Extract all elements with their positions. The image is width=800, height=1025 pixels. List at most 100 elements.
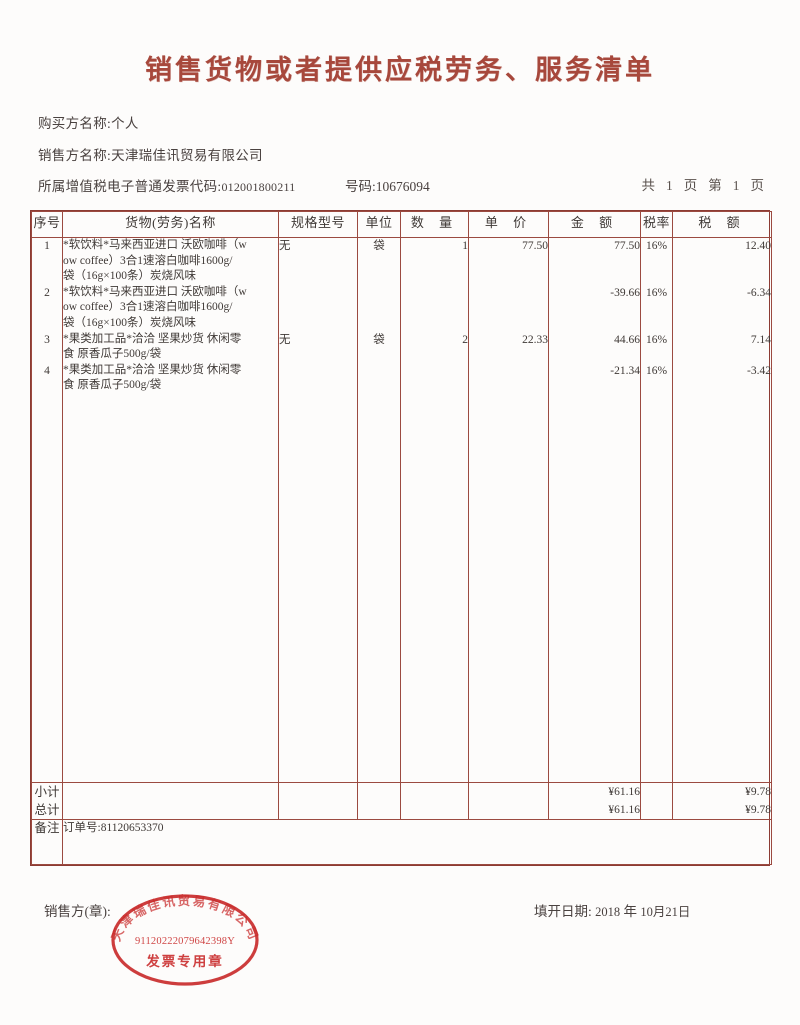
page-total-label: 共: [641, 178, 656, 193]
invoice-number-label: 号码:: [345, 179, 376, 194]
buyer-label: 购买方名称:: [38, 116, 112, 131]
table-totals: 小计 ¥61.16 ¥9.78 总计 ¥6: [31, 781, 772, 865]
row-rate: 16%: [640, 331, 673, 363]
filler-tax: [672, 393, 772, 783]
filler-name: [62, 393, 279, 783]
col-header-spec: 规格型号: [278, 211, 358, 238]
filler-no: [31, 393, 63, 783]
invoice-code-line: 所属增值税电子普通发票代码:012001800211: [38, 175, 295, 195]
row-unit: 袋: [357, 236, 401, 285]
filler-unit: [357, 393, 401, 783]
seller-label: 销售方名称:: [38, 148, 112, 163]
row-name-line: *软饮料*马来西亚进口 沃欧咖啡（w: [63, 239, 247, 251]
remark-row: 备注 订单号:81120653370: [31, 818, 772, 865]
subtotal-tax: ¥9.78: [672, 781, 772, 801]
total-label: 总计: [31, 800, 63, 820]
invoice-number-line: 号码:10676094: [345, 175, 430, 195]
seller-name: 天津瑞佳讯贸易有限公司: [111, 148, 263, 163]
line-items-table: 序号 货物(劳务)名称 规格型号 单位 数 量 单 价 金 额 税率 税 额 1…: [30, 210, 772, 866]
row-unit: [357, 284, 401, 332]
row-amount: 77.50: [548, 236, 641, 285]
row-tax: 7.14: [672, 331, 772, 363]
col-header-qty: 数 量: [400, 211, 469, 238]
row-name-line: 食 原香瓜子500g/袋: [63, 348, 162, 361]
invoice-number-value: 10676094: [375, 179, 430, 194]
invoice-code-value: 012001800211: [221, 180, 296, 194]
total-amount: ¥61.16: [548, 800, 641, 820]
row-amount: 44.66: [548, 331, 641, 363]
row-tax: 12.40: [672, 236, 772, 285]
remark-label: 备注: [31, 818, 63, 865]
total-blank-unit: [357, 800, 401, 820]
page-current-value: 1: [732, 178, 741, 193]
seal-tax-id: 91120222079642398Y: [135, 936, 235, 947]
row-qty: [400, 362, 469, 394]
col-header-price: 单 价: [468, 211, 549, 238]
issue-date-month-day: 10月21日: [640, 905, 691, 919]
issue-date-label: 填开日期:: [534, 904, 592, 919]
subtotal-amount: ¥61.16: [548, 781, 641, 801]
row-name-line: *果类加工品*洽洽 坚果炒货 休闲零: [63, 332, 242, 345]
col-header-no: 序号: [31, 211, 63, 238]
row-rate: 16%: [640, 362, 673, 394]
row-no: 3: [31, 331, 63, 363]
filler-price: [468, 393, 549, 783]
table-row: 4 *果类加工品*洽洽 坚果炒货 休闲零 食 原香瓜子500g/袋 -21.34…: [31, 362, 772, 394]
invoice-code-label: 所属增值税电子普通发票代码:: [38, 179, 222, 194]
row-no: 2: [31, 284, 63, 332]
row-name-line: 食 原香瓜子500g/袋: [63, 379, 162, 392]
table-header-row: 序号 货物(劳务)名称 规格型号 单位 数 量 单 价 金 额 税率 税 额: [31, 211, 772, 238]
issue-date: 填开日期: 2018 年 10月21日: [534, 900, 690, 920]
table-row: 1 *软饮料*马来西亚进口 沃欧咖啡（w ow coffee）3合1速溶白咖啡1…: [31, 236, 772, 285]
subtotal-blank-price: [468, 781, 549, 801]
row-name: *果类加工品*洽洽 坚果炒货 休闲零 食 原香瓜子500g/袋: [62, 331, 279, 363]
table-body: 1 *软饮料*马来西亚进口 沃欧咖啡（w ow coffee）3合1速溶白咖啡1…: [31, 236, 772, 783]
issue-date-year-unit: 年: [623, 904, 638, 919]
row-price: 77.50: [468, 236, 549, 285]
table-row: 3 *果类加工品*洽洽 坚果炒货 休闲零 食 原香瓜子500g/袋 无 袋 2 …: [31, 331, 772, 363]
row-price: [468, 362, 549, 394]
row-name: *软饮料*马来西亚进口 沃欧咖啡（w ow coffee）3合1速溶白咖啡160…: [62, 236, 279, 285]
buyer-name: 个人: [111, 116, 139, 131]
row-amount: -21.34: [548, 362, 641, 394]
row-name-line: *软饮料*马来西亚进口 沃欧咖啡（w: [63, 285, 247, 298]
row-rate: 16%: [640, 236, 673, 285]
company-seal: 天津瑞佳讯贸易有限公司 91120222079642398Y 发票专用章: [104, 893, 266, 987]
table-row: 2 *软饮料*马来西亚进口 沃欧咖啡（w ow coffee）3合1速溶白咖啡1…: [31, 284, 772, 332]
table-empty-space: [31, 393, 772, 783]
seller-seal-label: 销售方(章):: [44, 904, 111, 919]
row-amount: -39.66: [548, 284, 641, 332]
row-spec: 无: [278, 236, 358, 285]
page-title: 销售货物或者提供应税劳务、服务清单: [145, 55, 655, 86]
row-name-line: ow coffee）3合1速溶白咖啡1600g/: [63, 254, 233, 267]
row-no: 4: [31, 362, 63, 394]
subtotal-blank-spec: [278, 781, 358, 801]
page-current-label: 第: [708, 178, 723, 193]
row-name: *软饮料*马来西亚进口 沃欧咖啡（w ow coffee）3合1速溶白咖啡160…: [62, 284, 279, 332]
buyer-line: 购买方名称:个人: [38, 112, 139, 132]
row-name-line: 袋（16g×100条）炭烧风味: [63, 316, 196, 329]
row-price: 22.33: [468, 331, 549, 363]
total-blank-rate: [640, 800, 673, 820]
row-spec: 无: [278, 331, 358, 363]
row-spec: [278, 362, 358, 394]
row-unit: [357, 362, 401, 394]
total-blank-spec: [278, 800, 358, 820]
row-no: 1: [31, 236, 63, 285]
total-row: 总计 ¥61.16 ¥9.78: [31, 800, 772, 820]
row-qty: 2: [400, 331, 469, 363]
row-rate: 16%: [640, 284, 673, 332]
seal-bottom-text: 发票专用章: [145, 953, 224, 970]
filler-amount: [548, 393, 641, 783]
subtotal-label: 小计: [31, 781, 63, 801]
row-qty: [400, 284, 469, 332]
remark-text: 订单号:81120653370: [62, 818, 772, 865]
page-total-value: 1: [666, 178, 674, 193]
total-blank-price: [468, 800, 549, 820]
row-tax: -3.42: [672, 362, 772, 394]
row-name-line: 袋（16g×100条）炭烧风味: [63, 270, 196, 283]
row-name-line: *果类加工品*洽洽 坚果炒货 休闲零: [63, 363, 242, 376]
subtotal-row: 小计 ¥61.16 ¥9.78: [31, 781, 772, 801]
